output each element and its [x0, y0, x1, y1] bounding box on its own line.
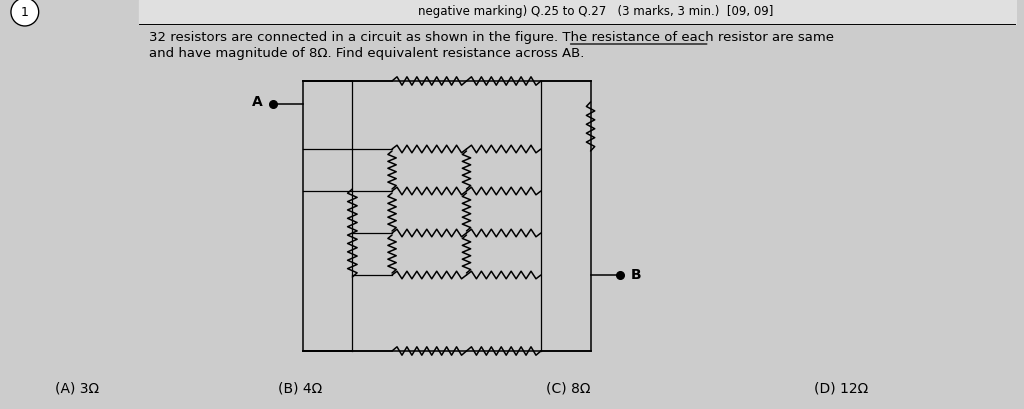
Text: A: A	[252, 95, 263, 109]
Circle shape	[11, 0, 39, 26]
Text: (A) 3Ω: (A) 3Ω	[54, 382, 98, 396]
Text: and have magnitude of 8Ω. Find equivalent resistance across AB.: and have magnitude of 8Ω. Find equivalen…	[148, 47, 585, 61]
Text: negative marking) Q.25 to Q.27   (3 marks, 3 min.)  [09, 09]: negative marking) Q.25 to Q.27 (3 marks,…	[418, 5, 773, 18]
Text: (B) 4Ω: (B) 4Ω	[278, 382, 323, 396]
Text: 1: 1	[20, 5, 29, 18]
Text: B: B	[630, 268, 641, 282]
Text: (D) 12Ω: (D) 12Ω	[814, 382, 868, 396]
Text: (C) 8Ω: (C) 8Ω	[546, 382, 591, 396]
Text: 32 resistors are connected in a circuit as shown in the figure. The resistance o: 32 resistors are connected in a circuit …	[148, 31, 834, 43]
